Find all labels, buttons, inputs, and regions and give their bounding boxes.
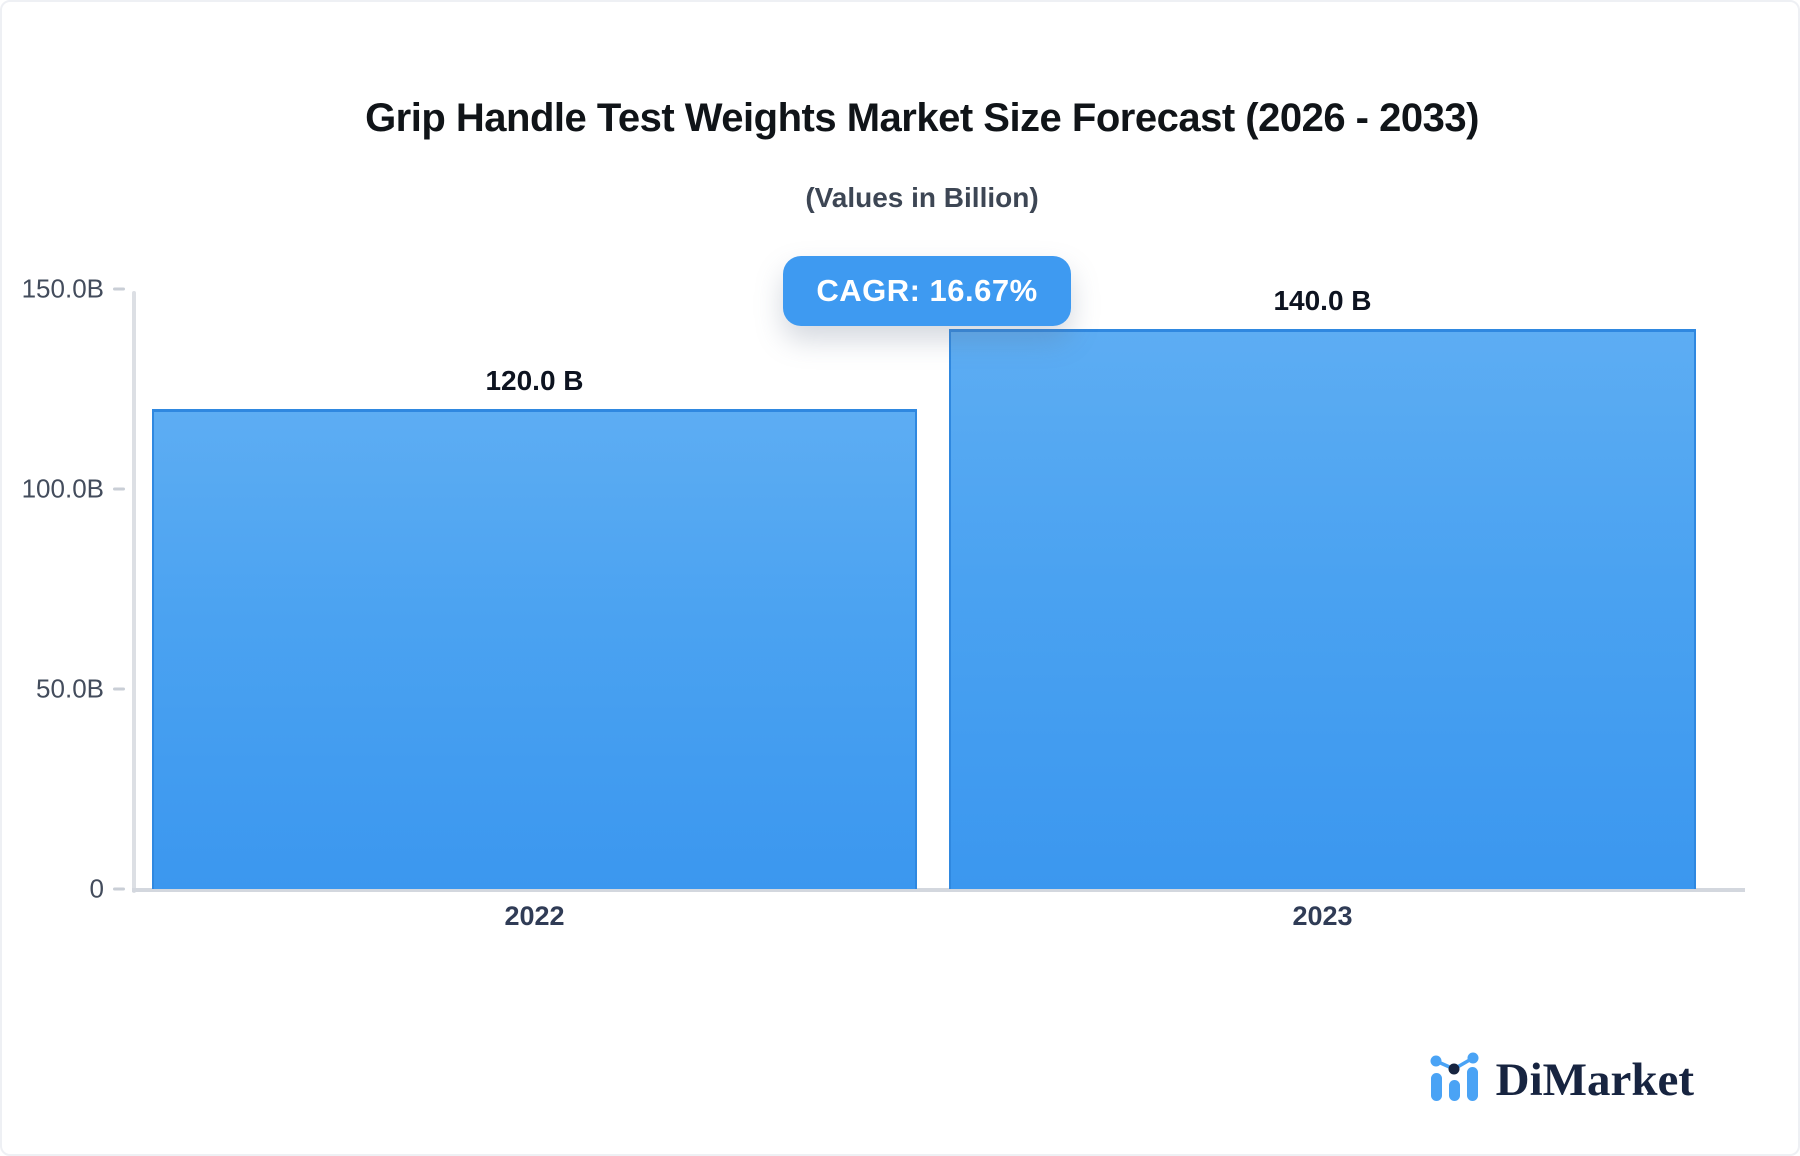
bar-group-2022: 120.0 B [152,289,917,889]
brand-chart-icon [1430,1052,1479,1101]
x-axis-line [132,888,1745,892]
bar-chart-plot-area: 150.0B 100.0B 50.0B 0 120.0 B 140.0 B [2,274,1800,904]
y-tick-150: 150.0B [2,274,125,305]
y-axis-line [132,291,136,893]
bar-value-label: 120.0 B [485,365,584,396]
brand-name: DiMarket [1495,1054,1694,1106]
y-tick-mark [113,287,125,291]
chart-subtitle: (Values in Billion) [805,182,1039,213]
bar-value-label: 140.0 B [1273,285,1372,316]
y-tick-label: 0 [89,873,104,904]
brand-logo: DiMarket [1428,1052,1694,1104]
x-axis-label-2023: 2023 [1292,901,1353,931]
y-tick-label: 150.0B [21,273,104,304]
cagr-badge: CAGR: 16.67% [783,256,1071,326]
y-tick-0: 0 [2,874,125,905]
cagr-badge-label: CAGR: 16.67% [816,273,1038,308]
y-tick-mark [113,487,125,491]
chart-title: Grip Handle Test Weights Market Size For… [365,96,1479,140]
x-axis-label-2022: 2022 [504,901,565,931]
bar-2023 [949,329,1696,889]
y-tick-50: 50.0B [2,674,125,705]
bar-2022 [152,409,917,889]
bar-group-2023: 140.0 B [949,285,1696,889]
y-tick-label: 50.0B [36,673,104,704]
y-tick-label: 100.0B [21,473,104,504]
y-tick-100: 100.0B [2,474,125,505]
y-tick-mark [113,687,125,691]
y-tick-mark [113,887,125,891]
